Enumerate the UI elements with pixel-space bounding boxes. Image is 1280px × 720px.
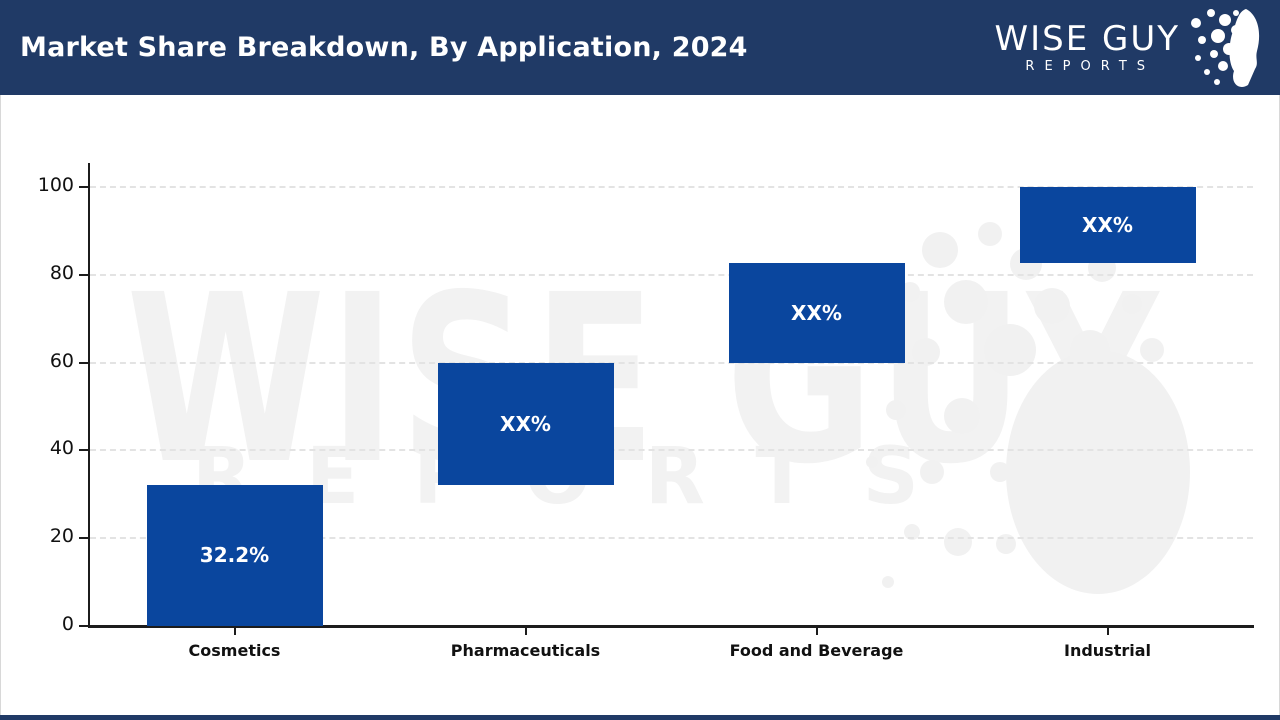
gridline-100 — [90, 186, 1253, 188]
brand-name: WISE GUY — [994, 18, 1180, 59]
x-axis-spine — [88, 625, 1254, 628]
y-tick-40 — [79, 449, 88, 452]
watermark-dotted-face — [850, 210, 1190, 604]
page-title: Market Share Breakdown, By Application, … — [20, 32, 748, 63]
x-tick-2 — [815, 628, 818, 635]
y-tick-0 — [79, 625, 88, 627]
y-tick-label-0: 0 — [61, 613, 74, 635]
x-category-label-3: Industrial — [1063, 641, 1151, 660]
dotted-face-logo-icon — [1184, 3, 1262, 93]
y-tick-100 — [79, 186, 88, 188]
y-tick-label-80: 80 — [49, 261, 74, 284]
x-tick-3 — [1106, 628, 1109, 635]
y-tick-label-60: 60 — [49, 349, 74, 372]
bar-pharmaceuticals: XX% — [437, 362, 614, 485]
gridline-80 — [90, 273, 1253, 276]
y-tick-20 — [79, 537, 88, 540]
bar-food-and-beverage: XX% — [728, 262, 905, 363]
y-tick-80 — [79, 273, 88, 276]
brand-logo-text: WISE GUY REPORTS — [994, 22, 1180, 74]
y-tick-60 — [79, 361, 88, 364]
y-axis-spine — [88, 163, 90, 627]
x-category-label-0: Cosmetics — [188, 641, 281, 660]
bar-value-label: XX% — [791, 300, 842, 325]
y-tick-label-100: 100 — [37, 174, 74, 196]
gridline-20 — [90, 537, 1253, 540]
gridline-60 — [90, 361, 1253, 364]
bar-value-label: XX% — [500, 411, 551, 436]
gridline-40 — [90, 449, 1253, 452]
header-bar: Market Share Breakdown, By Application, … — [0, 0, 1280, 95]
brand-subname: REPORTS — [1025, 58, 1156, 74]
x-category-label-1: Pharmaceuticals — [450, 641, 601, 660]
x-category-label-2: Food and Beverage — [729, 641, 904, 660]
x-tick-1 — [524, 628, 527, 635]
bar-industrial: XX% — [1019, 187, 1196, 263]
bar-value-label: XX% — [1082, 212, 1133, 237]
bar-value-label: 32.2% — [199, 543, 270, 568]
x-tick-0 — [233, 628, 236, 635]
y-tick-label-40: 40 — [49, 437, 74, 460]
brand-logo: WISE GUY REPORTS — [994, 3, 1262, 93]
bar-cosmetics: 32.2% — [146, 484, 323, 626]
footer-accent-bar — [0, 715, 1280, 720]
y-tick-label-20: 20 — [49, 525, 74, 548]
